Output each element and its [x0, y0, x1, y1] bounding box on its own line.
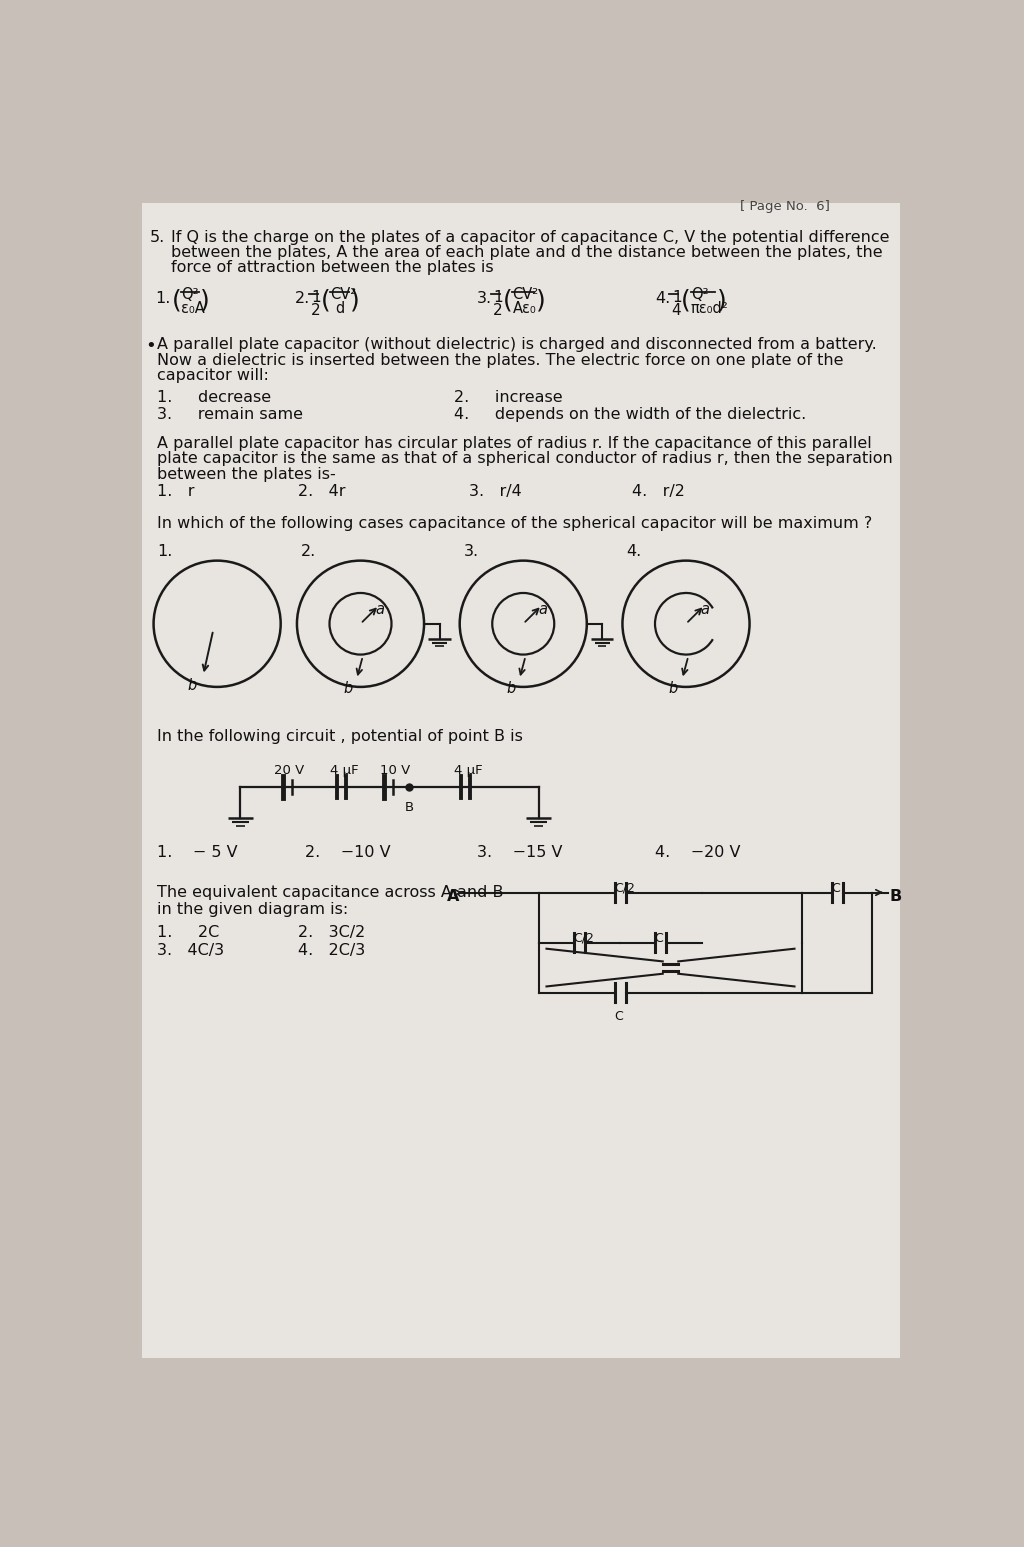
Text: 3.     remain same: 3. remain same [158, 407, 303, 422]
Text: 2: 2 [311, 303, 321, 319]
Text: 4.    −20 V: 4. −20 V [655, 845, 740, 860]
Text: Now a dielectric is inserted between the plates. The electric force on one plate: Now a dielectric is inserted between the… [158, 353, 844, 368]
Text: (: ( [681, 289, 691, 312]
Text: 1.    − 5 V: 1. − 5 V [158, 845, 238, 860]
Text: 2.   3C/2: 2. 3C/2 [299, 925, 366, 941]
Text: capacitor will:: capacitor will: [158, 368, 269, 384]
Text: If Q is the charge on the plates of a capacitor of capacitance C, V the potentia: If Q is the charge on the plates of a ca… [171, 229, 889, 244]
Text: •: • [145, 337, 156, 356]
Text: 4: 4 [672, 303, 681, 319]
Text: b: b [343, 681, 352, 696]
Text: b: b [506, 681, 515, 696]
Text: 2.     increase: 2. increase [454, 390, 562, 405]
Text: 1.   r: 1. r [158, 484, 195, 498]
Text: 10 V: 10 V [380, 764, 411, 777]
Text: 4 μF: 4 μF [330, 764, 358, 777]
Text: 2.   4r: 2. 4r [299, 484, 346, 498]
Text: 1.     decrease: 1. decrease [158, 390, 271, 405]
Text: Aε₀: Aε₀ [512, 302, 537, 316]
Text: 3.: 3. [477, 291, 492, 306]
Text: 1.: 1. [155, 291, 171, 306]
Text: C/2: C/2 [573, 931, 594, 945]
Text: Q²: Q² [181, 286, 199, 302]
Text: πε₀d²: πε₀d² [690, 302, 728, 316]
Text: 1.: 1. [158, 543, 173, 558]
Text: plate capacitor is the same as that of a spherical conductor of radius r, then t: plate capacitor is the same as that of a… [158, 452, 893, 466]
Text: A parallel plate capacitor has circular plates of radius r. If the capacitance o: A parallel plate capacitor has circular … [158, 436, 872, 450]
Text: 1: 1 [494, 289, 504, 305]
Text: The equivalent capacitance across A and B: The equivalent capacitance across A and … [158, 885, 504, 900]
Text: 4.: 4. [655, 291, 671, 306]
Text: B: B [889, 888, 901, 903]
Text: In which of the following cases capacitance of the spherical capacitor will be m: In which of the following cases capacita… [158, 517, 872, 531]
Text: b: b [187, 678, 197, 693]
Text: force of attraction between the plates is: force of attraction between the plates i… [171, 260, 494, 275]
Text: ): ) [536, 289, 546, 312]
Text: 3.   r/4: 3. r/4 [469, 484, 522, 498]
Text: 2.    −10 V: 2. −10 V [305, 845, 390, 860]
Text: a: a [375, 602, 384, 617]
Text: b: b [669, 681, 678, 696]
Text: ): ) [200, 289, 210, 312]
Text: 2.: 2. [295, 291, 310, 306]
Text: between the plates, A the area of each plate and d the distance between the plat: between the plates, A the area of each p… [171, 244, 883, 260]
Text: 4 μF: 4 μF [454, 764, 482, 777]
Text: (: ( [321, 289, 331, 312]
Text: 4.   2C/3: 4. 2C/3 [299, 944, 366, 958]
Text: 5.: 5. [150, 229, 165, 244]
Text: [ Page No.  6]: [ Page No. 6] [740, 200, 830, 213]
Text: ): ) [717, 289, 727, 312]
Text: 4.     depends on the width of the dielectric.: 4. depends on the width of the dielectri… [454, 407, 806, 422]
Text: 3.: 3. [464, 543, 478, 558]
Text: 4.: 4. [627, 543, 642, 558]
Text: C/2: C/2 [614, 882, 635, 894]
Text: A parallel plate capacitor (without dielectric) is charged and disconnected from: A parallel plate capacitor (without diel… [158, 337, 878, 353]
Text: 4.   r/2: 4. r/2 [632, 484, 685, 498]
Text: d: d [336, 302, 345, 316]
Text: 3.   4C/3: 3. 4C/3 [158, 944, 224, 958]
Text: a: a [700, 602, 710, 617]
Text: C: C [654, 931, 664, 945]
Text: 2.: 2. [301, 543, 316, 558]
Text: ): ) [350, 289, 360, 312]
Text: in the given diagram is:: in the given diagram is: [158, 902, 349, 917]
Text: C: C [830, 882, 840, 894]
Text: In the following circuit , potential of point B is: In the following circuit , potential of … [158, 729, 523, 744]
Text: C: C [614, 1010, 623, 1023]
Text: CV²: CV² [512, 286, 539, 302]
Text: A: A [447, 888, 460, 903]
Text: 1: 1 [311, 289, 322, 305]
Text: Q²: Q² [690, 286, 709, 302]
Text: 3.    −15 V: 3. −15 V [477, 845, 562, 860]
FancyBboxPatch shape [142, 203, 900, 1358]
Text: between the plates is-: between the plates is- [158, 467, 336, 481]
Text: CV²: CV² [331, 286, 356, 302]
Text: (: ( [172, 289, 182, 312]
Text: (: ( [503, 289, 513, 312]
Text: B: B [404, 801, 414, 814]
Text: ε₀A: ε₀A [181, 302, 205, 316]
Text: 1.     2C: 1. 2C [158, 925, 220, 941]
Text: 20 V: 20 V [273, 764, 304, 777]
Text: 2: 2 [493, 303, 503, 319]
Text: a: a [538, 602, 547, 617]
Text: 1: 1 [672, 289, 682, 305]
